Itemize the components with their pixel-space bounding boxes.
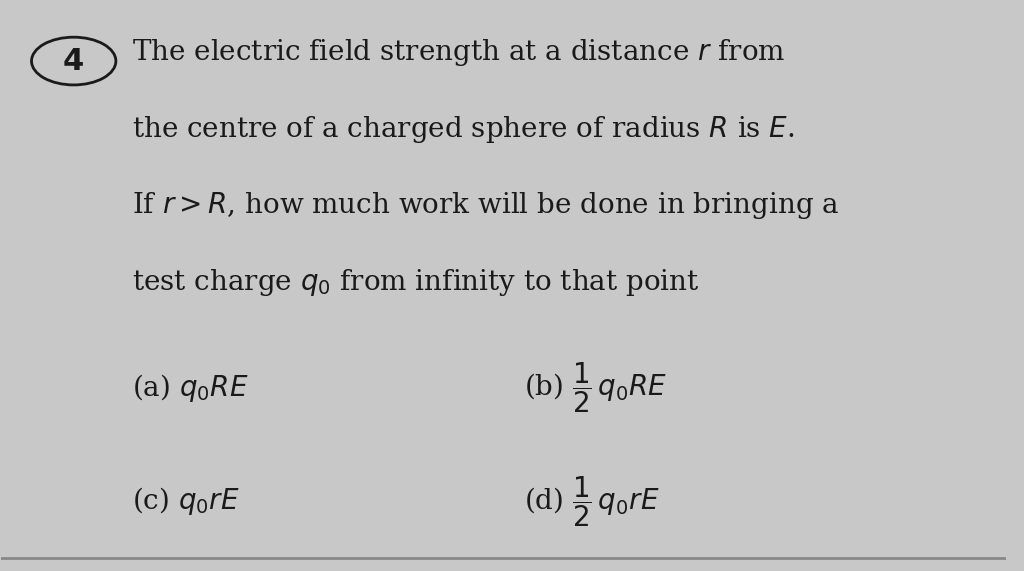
Text: the centre of a charged sphere of radius $R$ is $E$.: the centre of a charged sphere of radius…	[132, 114, 795, 144]
Text: If $r > R$, how much work will be done in bringing a: If $r > R$, how much work will be done i…	[132, 191, 840, 222]
Text: (a) $q_0RE$: (a) $q_0RE$	[132, 372, 249, 404]
Text: The electric field strength at a distance $r$ from: The electric field strength at a distanc…	[132, 37, 785, 68]
Text: 4: 4	[63, 47, 84, 75]
Text: (c) $q_0rE$: (c) $q_0rE$	[132, 485, 240, 517]
Text: (d) $\dfrac{1}{2}\,q_0rE$: (d) $\dfrac{1}{2}\,q_0rE$	[523, 474, 659, 529]
Text: (b) $\dfrac{1}{2}\,q_0RE$: (b) $\dfrac{1}{2}\,q_0RE$	[523, 360, 667, 415]
Text: test charge $q_0$ from infinity to that point: test charge $q_0$ from infinity to that …	[132, 267, 699, 298]
